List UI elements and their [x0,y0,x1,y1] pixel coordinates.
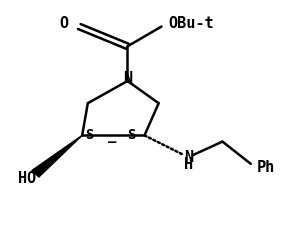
Text: H: H [184,157,193,172]
Text: HO: HO [18,170,36,185]
Text: S: S [127,128,136,142]
Text: N: N [184,149,193,164]
Text: Ph: Ph [256,159,275,174]
Text: S: S [85,128,93,142]
Text: OBu-t: OBu-t [168,16,214,31]
Text: _: _ [108,129,116,143]
Polygon shape [32,136,82,177]
Text: N: N [123,71,132,85]
Text: O: O [59,16,68,31]
